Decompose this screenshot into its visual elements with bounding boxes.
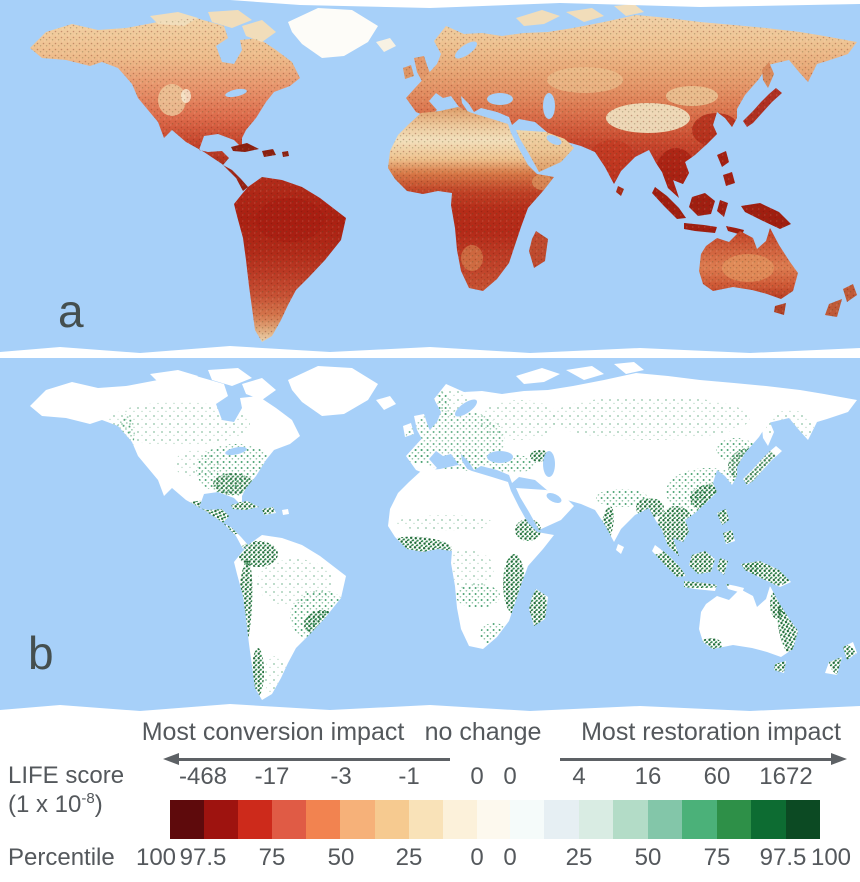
restoration-colorbar (510, 800, 820, 839)
color-segment (374, 800, 409, 839)
legend: Most conversion impact no change Most re… (0, 716, 860, 882)
color-segment (340, 800, 375, 839)
map-panel-b: b (0, 358, 860, 716)
life-score-value: -17 (254, 763, 290, 790)
color-segment (170, 800, 205, 839)
color-segment (751, 800, 786, 839)
percentile-label: Percentile (8, 844, 115, 871)
color-segment (442, 800, 477, 839)
percentile-value: 100 (135, 844, 177, 871)
life-score-unit-suffix: ) (94, 791, 103, 818)
percentile-value: 50 (327, 844, 355, 871)
color-segment (647, 800, 683, 839)
color-segment (204, 800, 239, 839)
life-score-value: 4 (572, 763, 586, 790)
percentile-value: 97.5 (179, 844, 227, 871)
arrow-right-head-icon (831, 753, 847, 765)
percentile-value: 75 (258, 844, 286, 871)
color-segment (544, 800, 579, 839)
color-segment (510, 800, 545, 839)
life-score-unit: (1 x 10-8) (8, 790, 103, 819)
life-score-value: 0 (503, 763, 517, 790)
life-score-label: LIFE score (8, 762, 125, 789)
legend-direction-restoration: Most restoration impact (581, 718, 841, 746)
panel-b-label: b (28, 627, 54, 679)
life-score-value: 0 (470, 763, 484, 790)
percentile-value: 97.5 (759, 844, 807, 871)
legend-direction-nochange: no change (424, 718, 542, 746)
life-score-value: 1672 (759, 763, 813, 790)
percentile-value: 50 (634, 844, 662, 871)
color-segment (578, 800, 614, 839)
map-a-canvas (0, 0, 860, 358)
life-score-unit-prefix: (1 x 10 (8, 791, 82, 818)
color-segment (272, 800, 307, 839)
color-segment (682, 800, 717, 839)
restoration-arrow (560, 753, 847, 765)
color-segment (716, 800, 752, 839)
legend-direction-conversion: Most conversion impact (141, 718, 405, 746)
life-score-value: -1 (398, 763, 420, 790)
life-score-value: 60 (703, 763, 731, 790)
map-panel-a: a (0, 0, 860, 358)
inland-seas-b (225, 399, 562, 503)
arrow-left-head-icon (163, 753, 179, 765)
life-score-value: -3 (330, 763, 352, 790)
life-score-value: 16 (634, 763, 662, 790)
percentile-value: 100 (810, 844, 852, 871)
map-b-canvas (0, 358, 860, 716)
percentile-value: 25 (395, 844, 423, 871)
conversion-arrow (163, 753, 450, 765)
color-segment (785, 800, 820, 839)
arrow-right-shaft (560, 757, 834, 761)
color-segment (238, 800, 273, 839)
color-segment (408, 800, 443, 839)
life-score-value: -468 (178, 763, 228, 790)
color-segment (306, 800, 341, 839)
percentile-value: 25 (565, 844, 593, 871)
color-segment (476, 800, 511, 839)
inland-seas-a (225, 41, 562, 145)
arrow-left-shaft (176, 757, 450, 761)
color-segment (613, 800, 648, 839)
percentile-value: 0 (503, 844, 517, 871)
percentile-value: 75 (703, 844, 731, 871)
percentile-value: 0 (470, 844, 484, 871)
panel-a-label: a (58, 285, 84, 337)
life-score-unit-exponent: -8 (81, 790, 95, 807)
conversion-colorbar (170, 800, 511, 839)
